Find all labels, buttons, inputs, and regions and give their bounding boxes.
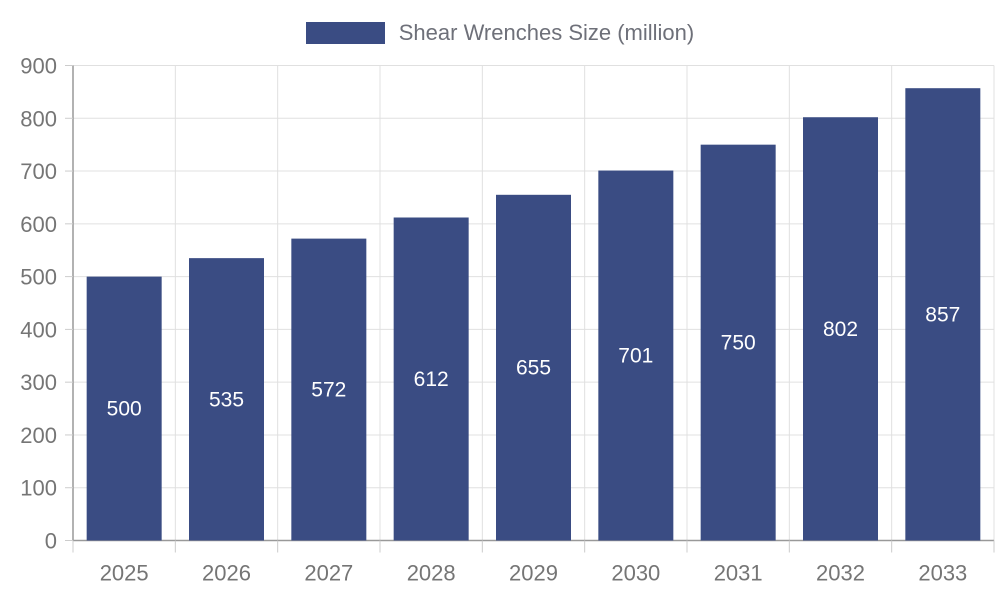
x-tick-label: 2031 xyxy=(714,561,763,586)
bar-value-label: 857 xyxy=(925,303,960,326)
y-tick-label: 900 xyxy=(20,54,57,79)
y-tick-label: 200 xyxy=(20,423,57,448)
y-tick-label: 0 xyxy=(45,529,57,554)
y-tick-label: 700 xyxy=(20,159,57,184)
x-tick-label: 2033 xyxy=(918,561,967,586)
bar-value-label: 655 xyxy=(516,357,551,380)
bar-value-label: 802 xyxy=(823,318,858,341)
bar[interactable] xyxy=(803,117,878,541)
x-tick-label: 2026 xyxy=(202,561,251,586)
bar[interactable] xyxy=(496,194,571,541)
x-tick-label: 2025 xyxy=(100,561,149,586)
bar[interactable] xyxy=(700,144,776,541)
y-tick-label: 800 xyxy=(20,106,57,131)
bar-value-label: 535 xyxy=(209,388,244,411)
bar[interactable] xyxy=(189,258,264,541)
y-tick-label: 500 xyxy=(20,265,57,290)
x-tick-label: 2028 xyxy=(407,561,456,586)
bar[interactable] xyxy=(86,276,162,541)
y-tick-label: 600 xyxy=(20,212,57,237)
legend[interactable]: Shear Wrenches Size (million) xyxy=(0,20,1000,46)
x-tick-label: 2027 xyxy=(304,561,353,586)
bar[interactable] xyxy=(393,217,469,541)
bar-value-label: 750 xyxy=(721,332,756,355)
x-tick-label: 2032 xyxy=(816,561,865,586)
y-tick-label: 300 xyxy=(20,370,57,395)
x-tick-label: 2030 xyxy=(611,561,660,586)
bar[interactable] xyxy=(905,88,981,541)
y-tick-label: 400 xyxy=(20,317,57,342)
x-tick-label: 2029 xyxy=(509,561,558,586)
bar-value-label: 500 xyxy=(107,398,142,421)
legend-swatch xyxy=(305,22,385,44)
bar[interactable] xyxy=(291,238,367,541)
legend-label: Shear Wrenches Size (million) xyxy=(398,20,695,45)
bar-value-label: 612 xyxy=(414,368,449,391)
bar[interactable] xyxy=(598,170,674,541)
bar-value-label: 701 xyxy=(618,345,653,368)
bar-value-label: 572 xyxy=(311,379,346,402)
y-tick-label: 100 xyxy=(20,476,57,501)
